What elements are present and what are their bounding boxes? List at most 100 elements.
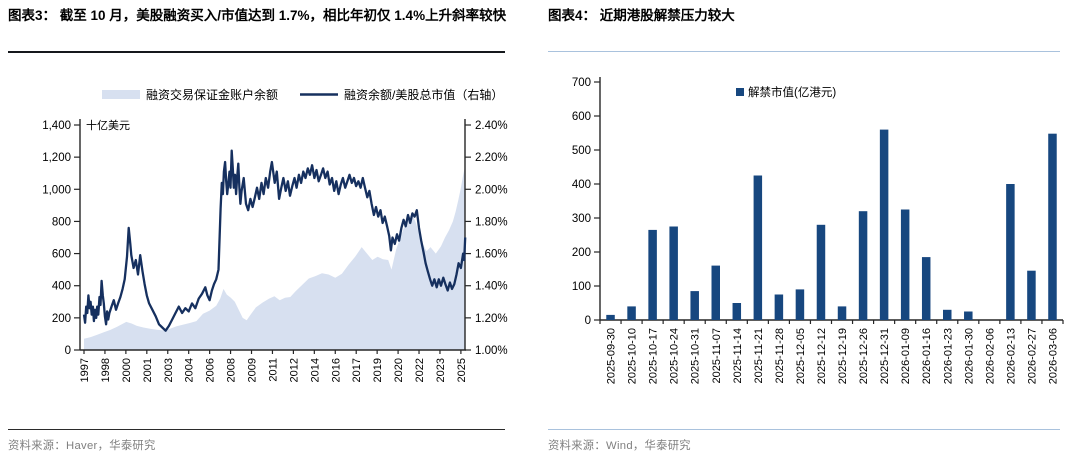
x-tick-label: 2014 <box>309 358 321 382</box>
x-tick-label: 2025-11-14 <box>732 328 744 383</box>
x-tick-label: 2020 <box>393 358 405 382</box>
figure-3-title-separator <box>8 51 505 53</box>
bar <box>858 211 868 320</box>
y-tick-label: 1,200 <box>42 152 71 164</box>
line-series-financing-ratio <box>82 149 467 332</box>
figure-4-source-separator <box>548 429 1060 430</box>
figure-4-title-separator <box>548 51 1060 52</box>
area-series-margin-balance <box>84 165 466 350</box>
x-tick-label: 2009 <box>247 358 259 382</box>
x-tick-label: 2011 <box>267 358 279 382</box>
y-tick-label: 1,400 <box>42 120 71 132</box>
bar <box>606 314 615 320</box>
y-tick-label: 2.20% <box>475 152 508 164</box>
legend-bar-swatch <box>736 88 744 96</box>
x-tick-label: 2025-10-17 <box>648 328 660 384</box>
x-tick-label: 2000 <box>121 358 133 382</box>
y-tick-label: 1.00% <box>475 345 508 357</box>
bar <box>921 257 931 320</box>
figure-4-source: 资料来源：Wind，华泰研究 <box>548 440 691 452</box>
x-tick-label: 2022 <box>414 358 426 382</box>
bar <box>879 129 889 320</box>
x-tick-label: 2025-09-30 <box>606 328 618 384</box>
y-tick-label: 100 <box>572 281 591 293</box>
x-tick-label: 1998 <box>100 358 112 382</box>
x-tick-label: 2026-02-13 <box>1005 328 1017 384</box>
y-tick-label: 2.00% <box>475 184 508 196</box>
x-tick-label: 2026-01-23 <box>942 328 954 384</box>
y-tick-label: 0 <box>65 345 71 357</box>
y-tick-label: 200 <box>572 247 591 259</box>
y-tick-label: 200 <box>52 313 71 325</box>
x-tick-label: 2026-01-09 <box>900 328 912 384</box>
y-tick-label: 600 <box>572 111 591 123</box>
bar <box>1006 184 1015 320</box>
bar <box>795 289 805 320</box>
y-tick-label: 1.80% <box>475 216 508 228</box>
legend-bar-label: 解禁市值(亿港元) <box>748 85 836 99</box>
legend-area-swatch <box>102 90 140 99</box>
y-tick-label: 400 <box>572 179 591 191</box>
x-tick-label: 2025-12-31 <box>879 328 891 384</box>
figure-3-panel: 图表3： 截至 10 月，美股融资买入/市值达到 1.7%，相比年初仅 1.4%… <box>8 8 508 452</box>
x-tick-label: 2025-11-21 <box>753 328 765 383</box>
y-tick-label: 700 <box>572 77 591 89</box>
bar <box>711 265 720 320</box>
x-tick-label: 2017 <box>351 358 363 382</box>
x-tick-label: 2026-02-27 <box>1026 328 1038 384</box>
bar <box>943 309 952 320</box>
x-tick-label: 2025-11-28 <box>774 328 786 383</box>
bar <box>732 303 742 320</box>
bar <box>837 306 847 320</box>
bar <box>627 306 636 320</box>
bar <box>690 291 699 320</box>
x-tick-label: 2026-03-06 <box>1047 328 1059 384</box>
x-tick-label: 1997 <box>79 358 91 382</box>
y-tick-label: 1.40% <box>475 281 508 293</box>
figure-4-title: 图表4： 近期港股解禁压力较大 <box>548 8 735 23</box>
x-tick-label: 2025-10-31 <box>690 328 702 384</box>
y-tick-label: 400 <box>52 281 71 293</box>
y-tick-label: 2.40% <box>475 120 508 132</box>
x-tick-label: 2008 <box>226 358 238 382</box>
x-tick-label: 2026-02-06 <box>984 328 996 384</box>
legend-line-label: 融资余额/美股总市值（右轴） <box>344 87 503 102</box>
bar <box>648 229 657 320</box>
x-tick-label: 2003 <box>163 358 175 382</box>
y-tick-label: 1.60% <box>475 249 508 261</box>
x-tick-label: 2025-12-12 <box>816 328 828 384</box>
legend-area-label: 融资交易保证金账户余额 <box>146 87 278 102</box>
x-tick-label: 2025 <box>456 358 468 382</box>
x-tick-label: 2025-10-10 <box>627 328 639 384</box>
bar <box>774 294 784 320</box>
figure-4-panel: 图表4： 近期港股解禁压力较大 0 100 200 300 400 500 600 700 20… <box>540 0 1080 464</box>
x-tick-label: 2025-12-19 <box>837 328 849 384</box>
x-tick-label: 2026-01-16 <box>921 328 933 384</box>
lockup-bar-chart: 0 100 200 300 400 500 600 700 2025-09-30 2025-10-… <box>572 77 1064 384</box>
x-tick-label: 2001 <box>142 358 154 382</box>
x-tick-label: 2019 <box>372 358 384 382</box>
bar <box>1048 133 1057 320</box>
figure-3-source-separator <box>8 429 505 430</box>
bar <box>669 226 678 320</box>
bar <box>1027 270 1036 320</box>
x-tick-label: 2004 <box>184 358 196 382</box>
x-tick-label: 2012 <box>288 358 300 382</box>
bar <box>816 224 826 320</box>
x-tick-label: 2023 <box>435 358 447 382</box>
x-tick-label: 2016 <box>330 358 342 382</box>
figure-3-source: 资料来源：Haver，华泰研究 <box>8 440 156 452</box>
margin-balance-chart: 0 200 400 600 800 1,000 1,200 1,400 十亿美元 1.00% 1.2… <box>42 87 508 382</box>
bar <box>900 209 910 320</box>
x-tick-label: 2006 <box>205 358 217 382</box>
y-tick-label: 500 <box>572 145 591 157</box>
y-tick-label: 1.20% <box>475 313 508 325</box>
bar <box>753 175 763 320</box>
y-tick-label: 600 <box>52 249 71 261</box>
x-tick-label: 2026-01-30 <box>963 328 975 384</box>
y-tick-label: 0 <box>585 315 591 327</box>
x-tick-label: 2025-12-05 <box>795 328 807 384</box>
y-tick-label: 1,000 <box>42 184 71 196</box>
x-tick-label: 2025-12-26 <box>858 328 870 384</box>
